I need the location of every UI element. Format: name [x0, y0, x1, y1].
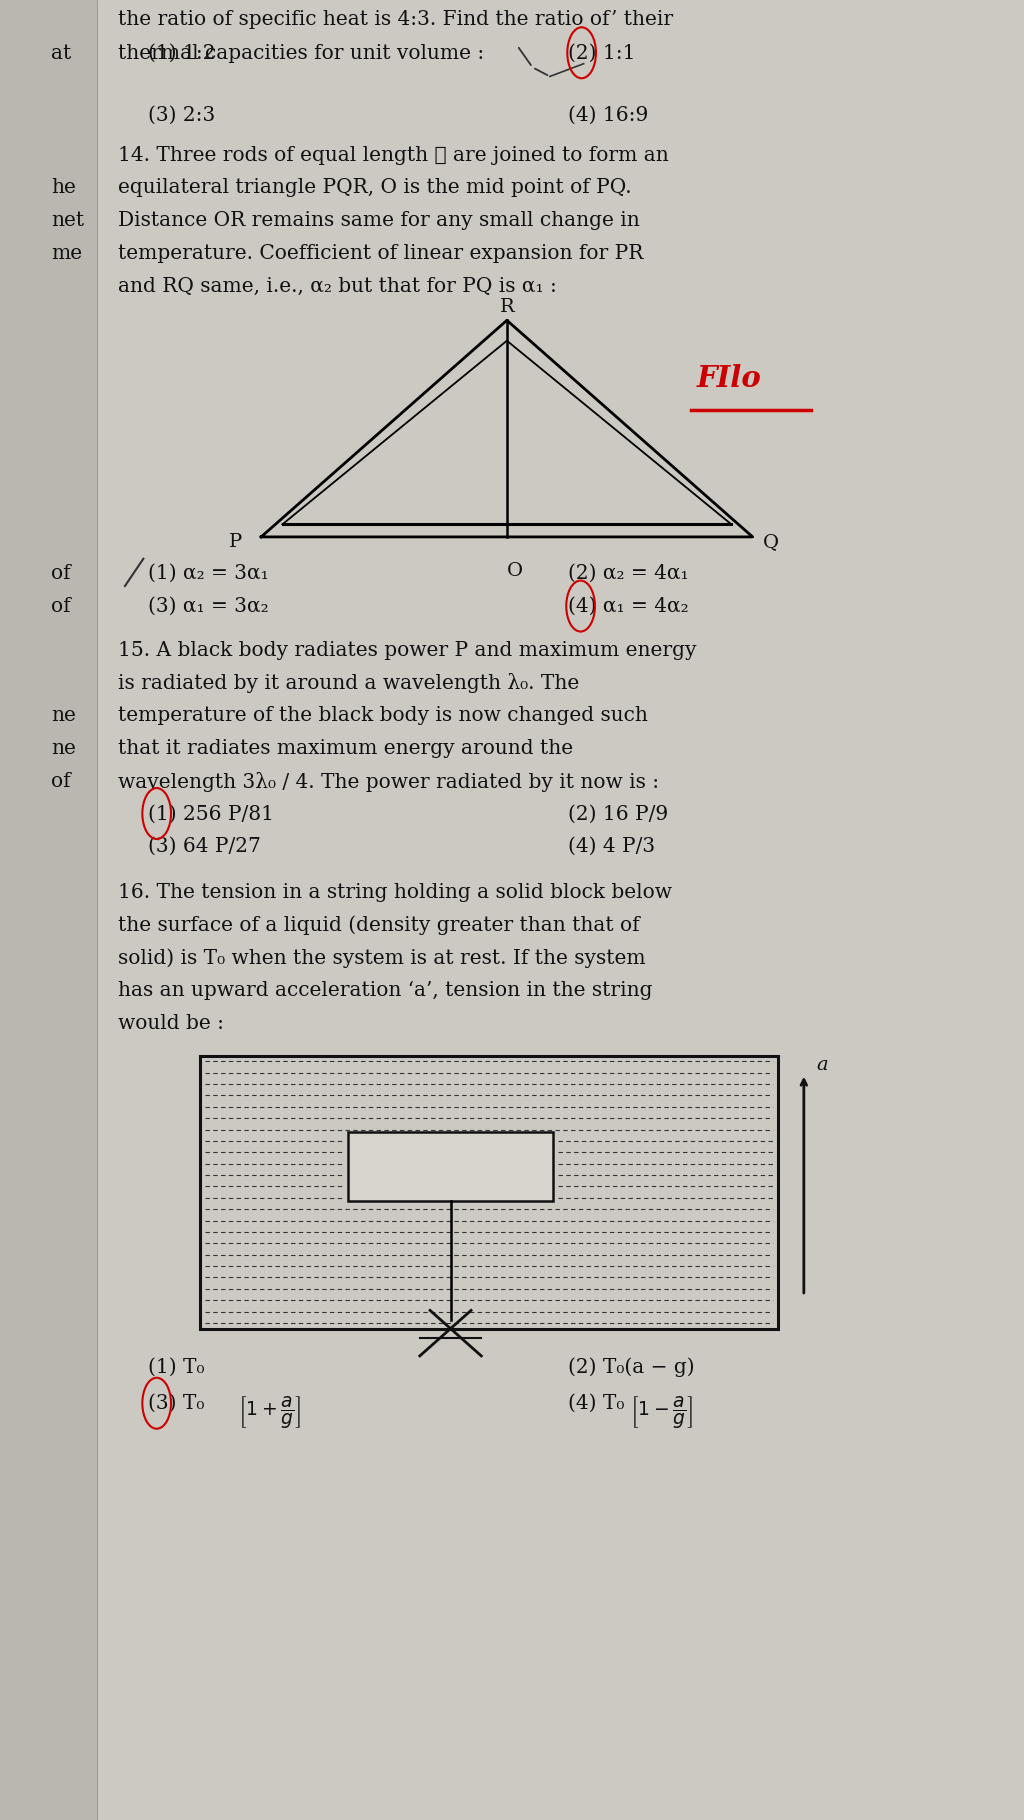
- Text: is radiated by it around a wavelength λ₀. The: is radiated by it around a wavelength λ₀…: [118, 673, 579, 693]
- Text: $\!\left[1+\dfrac{a}{g}\right]$: $\!\left[1+\dfrac{a}{g}\right]$: [241, 1394, 301, 1431]
- Text: that it radiates maximum energy around the: that it radiates maximum energy around t…: [118, 739, 572, 757]
- Text: 14. Three rods of equal length ℓ are joined to form an: 14. Three rods of equal length ℓ are joi…: [118, 146, 669, 164]
- Text: solid) is T₀ when the system is at rest. If the system: solid) is T₀ when the system is at rest.…: [118, 948, 645, 968]
- Text: R: R: [500, 298, 514, 317]
- Text: me: me: [51, 244, 82, 262]
- Text: (3) T₀: (3) T₀: [148, 1394, 205, 1412]
- Text: he: he: [51, 178, 76, 197]
- Text: of: of: [51, 772, 71, 790]
- Text: the ratio of specific heat is 4:3. Find the ratio of’ their: the ratio of specific heat is 4:3. Find …: [118, 9, 673, 29]
- Text: ne: ne: [51, 706, 76, 724]
- Text: the surface of a liquid (density greater than that of: the surface of a liquid (density greater…: [118, 915, 639, 935]
- Text: (3) 64 P/27: (3) 64 P/27: [148, 837, 261, 855]
- Text: (3) α₁ = 3α₂: (3) α₁ = 3α₂: [148, 597, 269, 615]
- Text: and RQ same, i.e., α₂ but that for PQ is α₁ :: and RQ same, i.e., α₂ but that for PQ is…: [118, 277, 557, 295]
- Text: would be :: would be :: [118, 1014, 224, 1032]
- Text: 16. The tension in a string holding a solid block below: 16. The tension in a string holding a so…: [118, 883, 672, 901]
- Text: net: net: [51, 211, 84, 229]
- Text: Distance OR remains same for any small change in: Distance OR remains same for any small c…: [118, 211, 640, 229]
- Text: (2) α₂ = 4α₁: (2) α₂ = 4α₁: [568, 564, 689, 582]
- Text: (2) 16 P/9: (2) 16 P/9: [568, 804, 669, 823]
- Text: (4) 16:9: (4) 16:9: [568, 106, 648, 124]
- Text: P: P: [229, 533, 242, 551]
- Text: (3) 2:3: (3) 2:3: [148, 106, 216, 124]
- Text: (1) 1:2: (1) 1:2: [148, 44, 216, 62]
- Bar: [348, 1132, 553, 1201]
- Bar: [200, 1056, 778, 1329]
- Text: wavelength 3λ₀ / 4. The power radiated by it now is :: wavelength 3λ₀ / 4. The power radiated b…: [118, 772, 658, 792]
- Text: temperature. Coefficient of linear expansion for PR: temperature. Coefficient of linear expan…: [118, 244, 643, 262]
- Text: of: of: [51, 597, 71, 615]
- Text: a: a: [816, 1056, 827, 1074]
- Text: FIlo: FIlo: [696, 364, 761, 393]
- Text: (1) 256 P/81: (1) 256 P/81: [148, 804, 274, 823]
- Text: temperature of the black body is now changed such: temperature of the black body is now cha…: [118, 706, 647, 724]
- Text: ne: ne: [51, 739, 76, 757]
- Text: thermal capacities for unit volume :: thermal capacities for unit volume :: [118, 44, 484, 62]
- Text: 15. A black body radiates power P and maximum energy: 15. A black body radiates power P and ma…: [118, 641, 696, 659]
- Text: at: at: [51, 44, 72, 62]
- Text: (4) α₁ = 4α₂: (4) α₁ = 4α₂: [568, 597, 689, 615]
- Text: of: of: [51, 564, 71, 582]
- Text: has an upward acceleration ‘a’, tension in the string: has an upward acceleration ‘a’, tension …: [118, 981, 652, 999]
- Text: (1) T₀: (1) T₀: [148, 1358, 205, 1376]
- Text: (2) 1:1: (2) 1:1: [568, 44, 636, 62]
- Text: $\!\left[1-\dfrac{a}{g}\right]$: $\!\left[1-\dfrac{a}{g}\right]$: [633, 1394, 693, 1431]
- Text: equilateral triangle PQR, O is the mid point of PQ.: equilateral triangle PQR, O is the mid p…: [118, 178, 632, 197]
- Text: (4) T₀: (4) T₀: [568, 1394, 625, 1412]
- Text: O: O: [507, 562, 523, 581]
- Text: (4) 4 P/3: (4) 4 P/3: [568, 837, 655, 855]
- Text: Q: Q: [763, 533, 779, 551]
- Bar: [0, 0, 97, 1820]
- Text: (1) α₂ = 3α₁: (1) α₂ = 3α₁: [148, 564, 269, 582]
- Text: (2) T₀(a − g): (2) T₀(a − g): [568, 1358, 695, 1378]
